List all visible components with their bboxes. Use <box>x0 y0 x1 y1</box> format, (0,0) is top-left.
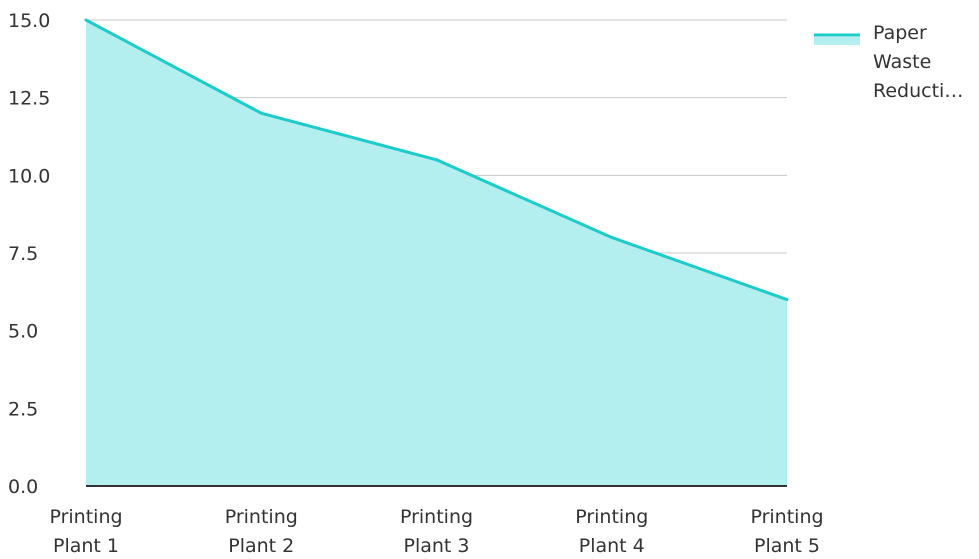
data-point <box>785 298 789 302</box>
series-line-segment <box>259 111 438 162</box>
data-point <box>259 111 263 115</box>
legend-label-line: Paper <box>873 22 927 44</box>
x-tick-label-line: Plant 2 <box>228 535 294 557</box>
legend: Paper Waste Reducti… <box>814 22 963 102</box>
y-tick-label: 0.0 <box>8 476 38 498</box>
data-point <box>84 18 88 22</box>
x-tick-label-line: Plant 1 <box>53 535 119 557</box>
x-tick-label: Printing Plant 3 <box>400 506 473 557</box>
x-tick-label-line: Printing <box>575 506 648 528</box>
data-point <box>610 235 614 239</box>
data-point <box>435 158 439 162</box>
legend-label-line: Reducti… <box>873 80 963 102</box>
plot-area <box>84 18 789 486</box>
x-tick-label: Printing Plant 4 <box>575 506 648 557</box>
x-tick-label-line: Printing <box>750 506 823 528</box>
x-tick-label-line: Plant 3 <box>404 535 470 557</box>
legend-swatch-fill <box>814 37 860 45</box>
series-line-segment <box>84 18 263 115</box>
y-tick-label: 5.0 <box>8 321 38 343</box>
x-axis: Printing Plant 1 Printing Plant 2 Printing Pl… <box>49 485 824 557</box>
y-tick-label: 7.5 <box>8 243 38 265</box>
series-line-segment <box>435 158 614 239</box>
y-tick-label: 15.0 <box>8 10 50 32</box>
y-tick-label: 12.5 <box>8 88 50 110</box>
series-line-segment <box>610 235 789 302</box>
x-tick-label-line: Printing <box>400 506 473 528</box>
x-tick-label-line: Plant 5 <box>754 535 820 557</box>
x-tick-label-line: Plant 4 <box>579 535 645 557</box>
legend-label: Paper Waste Reducti… <box>873 22 963 102</box>
area-fill <box>86 20 787 486</box>
y-axis: 0.0 2.5 5.0 7.5 10.0 12.5 15.0 <box>8 10 50 498</box>
y-tick-label: 2.5 <box>8 398 38 420</box>
y-tick-label: 10.0 <box>8 165 50 187</box>
x-tick-label: Printing Plant 1 <box>49 506 122 557</box>
legend-label-line: Waste <box>873 51 931 73</box>
x-tick-label: Printing Plant 5 <box>750 506 823 557</box>
x-tick-label: Printing Plant 2 <box>225 506 298 557</box>
x-tick-label-line: Printing <box>49 506 122 528</box>
x-tick-label-line: Printing <box>225 506 298 528</box>
